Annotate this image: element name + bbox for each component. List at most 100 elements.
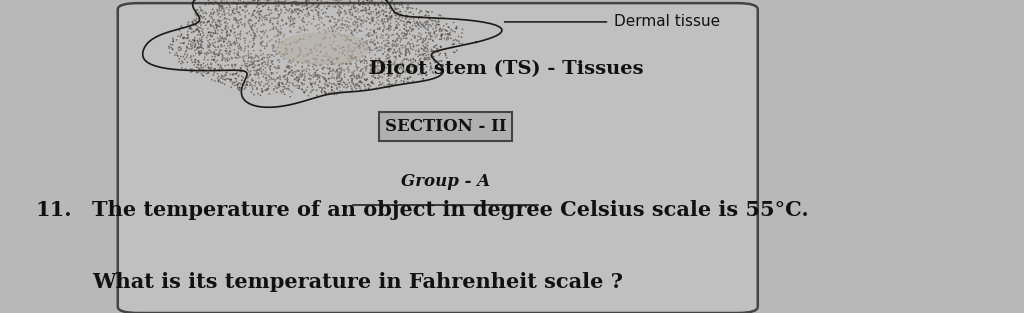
Point <box>305 74 322 80</box>
Point <box>261 83 278 88</box>
Point <box>343 28 359 33</box>
Point <box>245 87 261 92</box>
Point <box>345 82 361 87</box>
Point <box>361 30 378 35</box>
Point <box>243 55 259 60</box>
Point <box>339 82 355 87</box>
Point <box>449 48 465 53</box>
Point <box>183 27 200 32</box>
Point <box>411 49 427 54</box>
Point <box>327 0 343 3</box>
Point <box>243 25 259 30</box>
Point <box>384 72 400 77</box>
Point <box>245 65 261 70</box>
Point <box>381 47 397 52</box>
Point <box>309 5 326 10</box>
Point <box>311 75 328 80</box>
Point <box>190 51 207 56</box>
Point <box>350 0 367 4</box>
Point <box>356 2 373 7</box>
Point <box>171 28 187 33</box>
Point <box>328 83 344 88</box>
Point <box>296 20 312 25</box>
Point <box>301 67 317 72</box>
Point <box>266 44 283 49</box>
Point <box>232 45 249 50</box>
Point <box>309 67 326 72</box>
Point <box>219 33 236 38</box>
Point <box>183 69 200 74</box>
Point <box>423 64 439 69</box>
Point <box>280 64 296 69</box>
Point <box>400 20 417 25</box>
Point <box>179 33 196 38</box>
Point <box>276 69 293 74</box>
Point <box>186 48 203 53</box>
Point <box>426 57 442 62</box>
Point <box>265 45 282 50</box>
Point <box>342 7 358 12</box>
Point <box>312 73 329 78</box>
Point <box>375 62 391 67</box>
Point <box>370 3 386 8</box>
Point <box>369 45 385 50</box>
Point <box>415 43 431 48</box>
Point <box>316 4 333 9</box>
Point <box>200 62 216 67</box>
Point <box>252 58 268 63</box>
Point <box>375 20 391 25</box>
Point <box>367 75 383 80</box>
Point <box>420 9 436 14</box>
Point <box>357 40 374 45</box>
Point <box>406 56 422 61</box>
Point <box>213 8 229 13</box>
Point <box>194 34 210 39</box>
Point <box>308 8 325 13</box>
Point <box>434 47 451 52</box>
Point <box>362 47 379 52</box>
Point <box>429 66 445 71</box>
Point <box>326 39 342 44</box>
Point <box>246 9 262 14</box>
Point <box>299 59 315 64</box>
Point <box>236 54 252 59</box>
Point <box>336 9 352 14</box>
Point <box>410 72 426 77</box>
Point <box>284 64 300 69</box>
Point <box>327 82 343 87</box>
Point <box>433 45 450 50</box>
Point <box>253 53 269 58</box>
Point <box>347 27 364 32</box>
Point <box>385 41 401 46</box>
Point <box>202 13 218 18</box>
Point <box>246 36 262 41</box>
Point <box>305 17 322 22</box>
Point <box>190 65 207 70</box>
Point <box>193 7 209 12</box>
Point <box>388 23 404 28</box>
Point <box>268 0 285 5</box>
Point <box>196 14 212 19</box>
Point <box>278 49 294 54</box>
Point <box>214 80 230 85</box>
Point <box>265 42 282 47</box>
Point <box>346 84 362 89</box>
Point <box>329 57 345 62</box>
Point <box>294 72 310 77</box>
Point <box>282 6 298 11</box>
Point <box>446 50 463 55</box>
Point <box>165 39 181 44</box>
Point <box>389 38 406 43</box>
Point <box>260 5 276 10</box>
Point <box>264 81 281 86</box>
Point <box>260 7 276 12</box>
Point <box>393 31 410 36</box>
Point <box>276 69 293 74</box>
Point <box>379 3 395 8</box>
Point <box>340 65 356 70</box>
Point <box>236 0 252 5</box>
Point <box>240 79 256 84</box>
Point <box>364 33 380 38</box>
Text: The temperature of an object in degree Celsius scale is 55°C.: The temperature of an object in degree C… <box>92 200 809 220</box>
Point <box>413 53 429 58</box>
